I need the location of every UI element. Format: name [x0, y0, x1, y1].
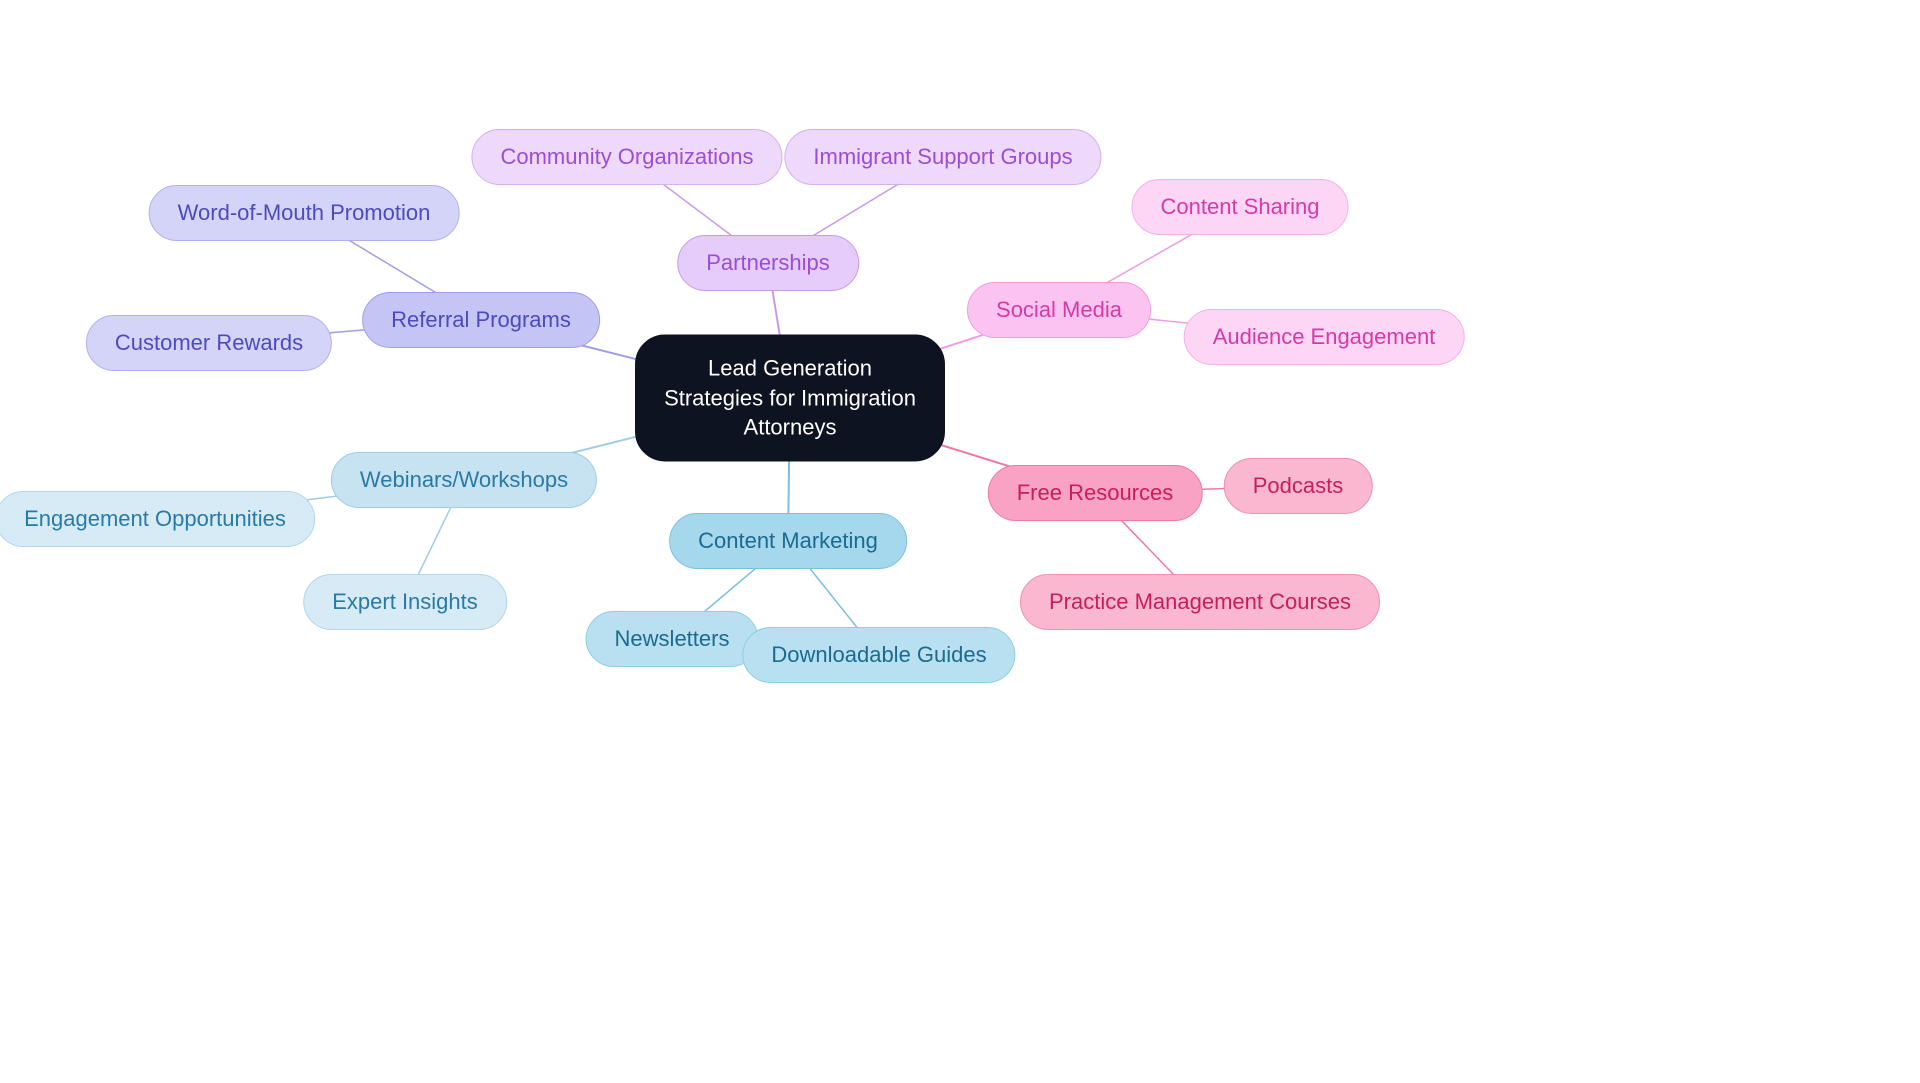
node-webinars: Webinars/Workshops — [331, 452, 597, 508]
node-immigrant-support: Immigrant Support Groups — [784, 129, 1101, 185]
node-center: Lead Generation Strategies for Immigrati… — [635, 334, 945, 461]
node-partnerships: Partnerships — [677, 235, 859, 291]
node-downloadable-guides: Downloadable Guides — [742, 627, 1015, 683]
node-audience-engagement: Audience Engagement — [1184, 309, 1465, 365]
node-community-orgs: Community Organizations — [471, 129, 782, 185]
node-newsletters: Newsletters — [586, 611, 759, 667]
node-free-resources: Free Resources — [988, 465, 1203, 521]
node-podcasts: Podcasts — [1224, 458, 1373, 514]
node-content-sharing: Content Sharing — [1132, 179, 1349, 235]
node-customer-rewards: Customer Rewards — [86, 315, 332, 371]
node-social-media: Social Media — [967, 282, 1151, 338]
node-practice-mgmt: Practice Management Courses — [1020, 574, 1380, 630]
node-engagement-opps: Engagement Opportunities — [0, 491, 315, 547]
node-word-of-mouth: Word-of-Mouth Promotion — [149, 185, 460, 241]
node-content-marketing: Content Marketing — [669, 513, 907, 569]
node-referral-programs: Referral Programs — [362, 292, 600, 348]
node-expert-insights: Expert Insights — [303, 574, 507, 630]
